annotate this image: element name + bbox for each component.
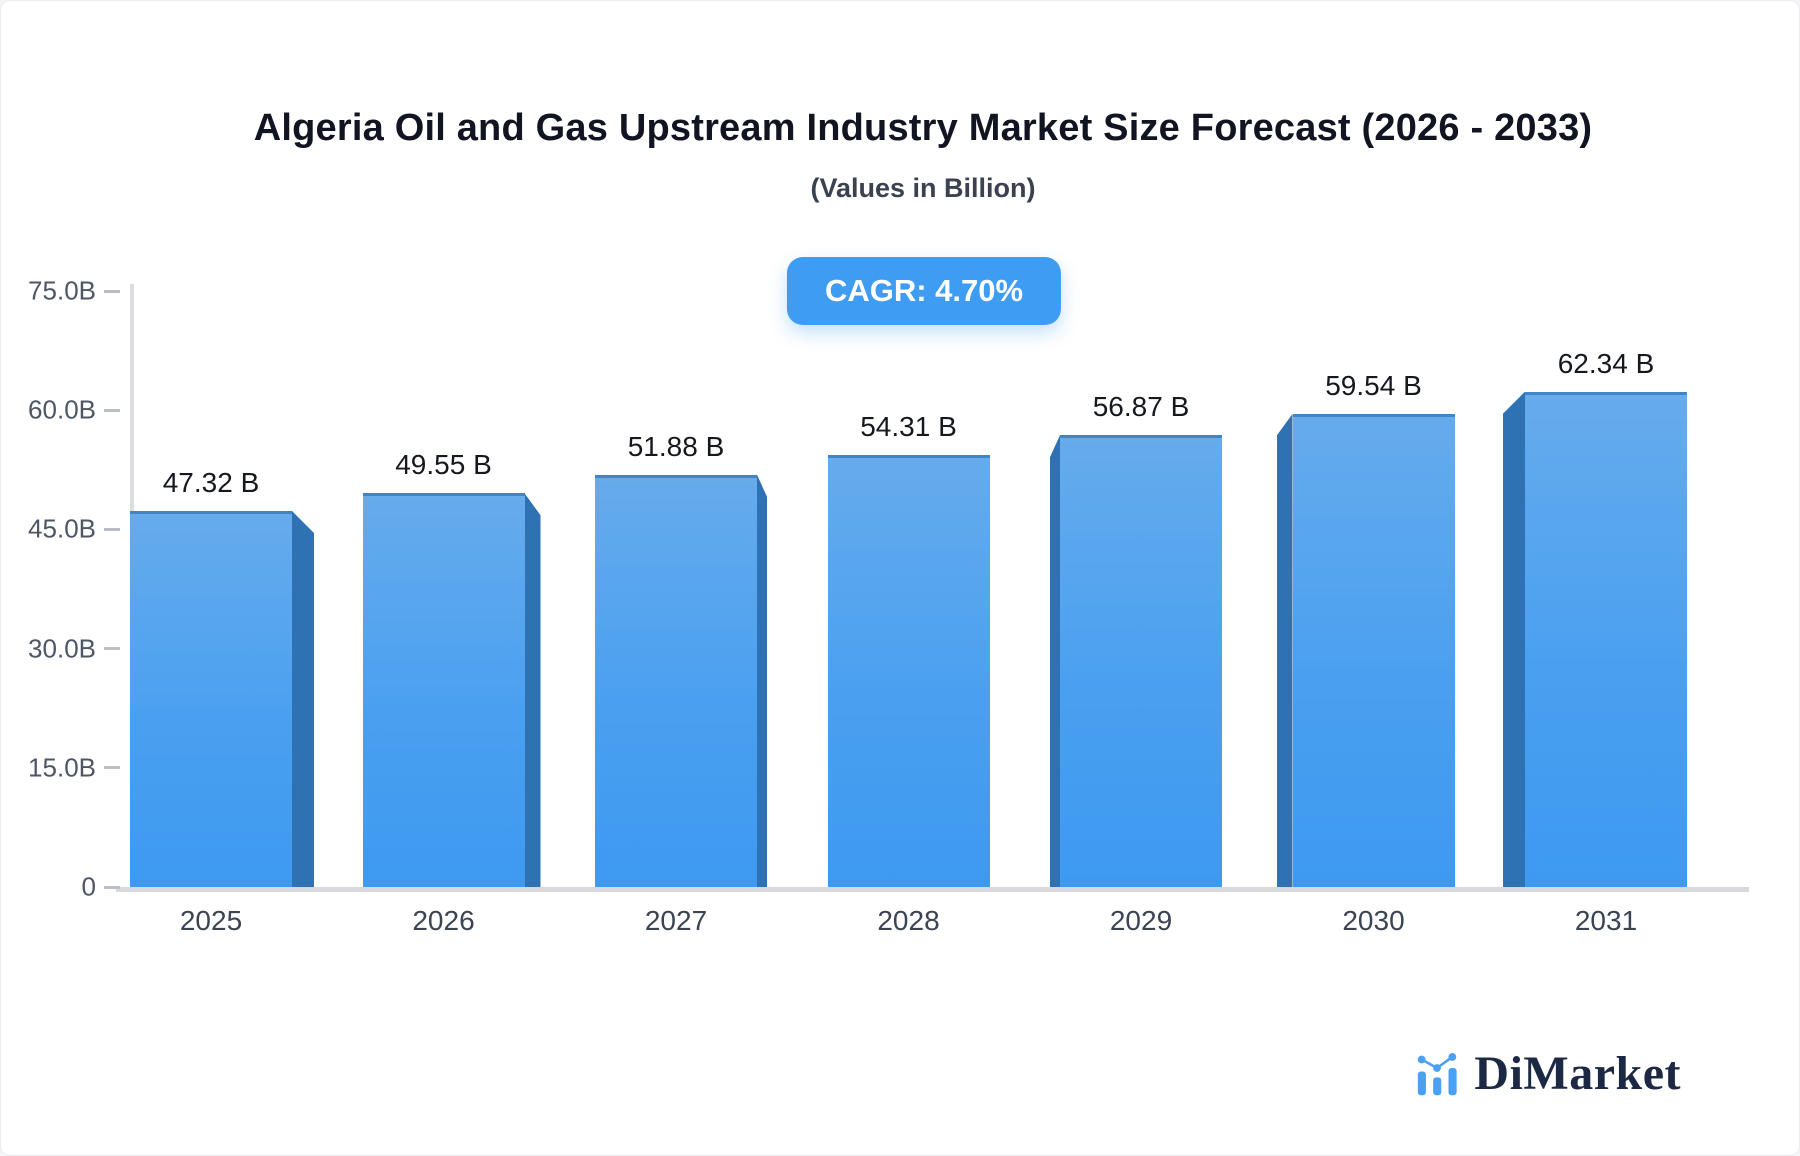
bar-face[interactable]	[1525, 391, 1687, 887]
bar-face[interactable]	[1292, 413, 1455, 887]
y-tick-label: 75.0B	[28, 275, 96, 306]
bar-2028[interactable]	[827, 455, 990, 887]
page-title: Algeria Oil and Gas Upstream Industry Ma…	[253, 107, 1593, 149]
bar-2030[interactable]	[1276, 413, 1455, 887]
bar-value-label: 47.32 B	[162, 466, 260, 498]
x-axis-label: 2028	[877, 905, 940, 936]
chart-subtitle: (Values in Billion)	[810, 173, 1036, 203]
bar-side-face	[1276, 413, 1293, 887]
bar-value-label: 62.34 B	[1557, 347, 1655, 379]
bar-face[interactable]	[1060, 435, 1222, 887]
brand-name: DiMarket	[1474, 1047, 1681, 1100]
x-axis-line	[116, 887, 1749, 892]
bar-side-face	[292, 510, 314, 887]
bar-2025[interactable]	[130, 510, 314, 887]
bar-value-label: 56.87 B	[1092, 391, 1190, 423]
y-tick-mark	[104, 647, 120, 651]
cagr-badge: CAGR: 4.70%	[786, 257, 1062, 325]
brand-logo[interactable]: DiMarket	[1414, 1046, 1681, 1101]
x-axis-label: 2027	[644, 905, 708, 936]
bar-side-face	[1503, 391, 1525, 887]
y-tick-label: 45.0B	[28, 513, 96, 544]
y-tick-mark	[104, 408, 120, 412]
bar-2031[interactable]	[1503, 391, 1687, 887]
x-axis-label: 2029	[1109, 905, 1173, 936]
bar-side-face	[524, 493, 541, 887]
bar-value-label: 59.54 B	[1325, 369, 1422, 401]
bar-face[interactable]	[827, 455, 990, 887]
x-axis-label: 2031	[1574, 905, 1638, 936]
y-tick-label: 0	[81, 871, 96, 902]
bar-2027[interactable]	[595, 474, 767, 887]
y-tick-mark	[104, 885, 120, 889]
bar-side-face	[757, 474, 767, 887]
bar-value-label: 49.55 B	[395, 449, 492, 481]
bar-2026[interactable]	[362, 493, 541, 887]
x-axis-label: 2026	[412, 905, 475, 936]
bar-2029[interactable]	[1050, 435, 1222, 887]
bar-side-face	[1050, 435, 1060, 887]
bar-face[interactable]	[362, 493, 525, 887]
y-tick-mark	[104, 766, 120, 770]
y-tick-mark	[104, 527, 120, 531]
x-axis-label: 2025	[179, 905, 243, 936]
y-tick-label: 30.0B	[28, 633, 96, 664]
y-tick-mark	[104, 289, 120, 293]
bar-value-label: 54.31 B	[860, 411, 957, 443]
bar-face[interactable]	[595, 474, 757, 887]
y-tick-label: 15.0B	[28, 752, 96, 783]
x-axis-label: 2030	[1342, 905, 1405, 936]
bar-value-label: 51.88 B	[627, 430, 725, 462]
bar-line-chart-icon	[1418, 1052, 1457, 1095]
bar-face[interactable]	[130, 510, 292, 887]
y-tick-label: 60.0B	[28, 394, 96, 425]
